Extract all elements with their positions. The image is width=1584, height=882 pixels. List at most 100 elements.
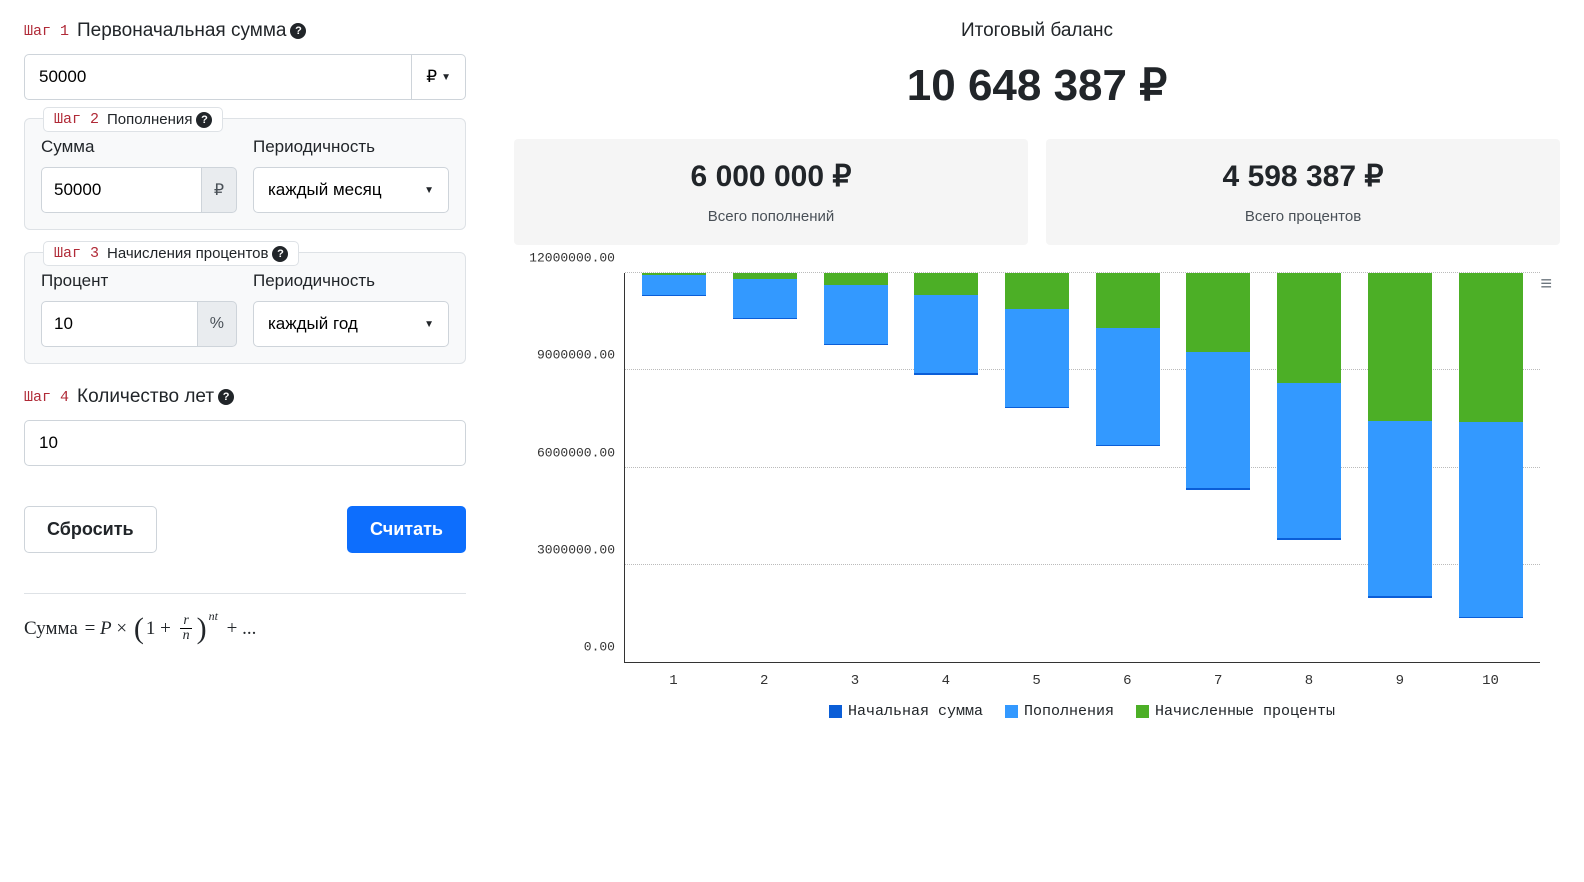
- initial-amount-input[interactable]: [24, 54, 412, 100]
- step4-label: Шаг 4: [24, 389, 69, 406]
- interest-card: 4 598 387 ₽ Всего процентов: [1046, 139, 1560, 245]
- rate-period-value: каждый год: [268, 314, 358, 334]
- deposits-value: 6 000 000 ₽: [524, 159, 1018, 194]
- bar-column[interactable]: [1096, 273, 1160, 662]
- deposit-amount-unit: ₽: [202, 167, 237, 213]
- bar-segment: [1277, 273, 1341, 383]
- divider: [24, 593, 466, 594]
- chart: ≡ 0.003000000.006000000.009000000.001200…: [514, 273, 1560, 720]
- formula-suffix: + ...: [227, 618, 257, 640]
- bar-segment: [1186, 273, 1250, 352]
- bar-segment: [1368, 596, 1432, 598]
- legend-label: Пополнения: [1024, 703, 1114, 720]
- step2-label: Шаг 2: [54, 111, 99, 128]
- deposit-period-select[interactable]: каждый месяц ▼: [253, 167, 449, 213]
- legend-swatch: [1136, 705, 1149, 718]
- bar-segment: [1005, 309, 1069, 406]
- bar-column[interactable]: [1368, 273, 1432, 662]
- formula: Сумма = P × ( 1 + rn ) nt + ...: [24, 614, 466, 643]
- bar-segment: [1459, 422, 1523, 617]
- deposit-amount-input[interactable]: [41, 167, 202, 213]
- bar-segment: [642, 275, 706, 294]
- balance-title: Итоговый баланс: [514, 20, 1560, 42]
- legend-swatch: [829, 705, 842, 718]
- rate-input[interactable]: [41, 301, 198, 347]
- bar-segment: [1459, 617, 1523, 619]
- bar-segment: [1186, 352, 1250, 488]
- rate-period-select[interactable]: каждый год ▼: [253, 301, 449, 347]
- bar-segment: [914, 373, 978, 375]
- chart-menu-icon[interactable]: ≡: [1540, 273, 1552, 296]
- bar-segment: [1186, 488, 1250, 490]
- x-axis-label: 4: [914, 673, 978, 689]
- bar-segment: [824, 285, 888, 343]
- y-axis-label: 6000000.00: [537, 445, 615, 460]
- bar-segment: [1096, 328, 1160, 445]
- step1-title: Первоначальная сумма: [77, 20, 286, 42]
- bar-segment: [824, 344, 888, 346]
- bar-column[interactable]: [1277, 273, 1341, 662]
- initial-amount-row: ₽ ▼: [24, 54, 466, 100]
- form-panel: Шаг 1 Первоначальная сумма ? ₽ ▼ Шаг 2 П…: [0, 0, 490, 882]
- x-axis-label: 7: [1186, 673, 1250, 689]
- submit-button[interactable]: Считать: [347, 506, 466, 553]
- legend-item[interactable]: Начальная сумма: [829, 703, 983, 720]
- help-icon[interactable]: ?: [196, 112, 212, 128]
- currency-select[interactable]: ₽ ▼: [412, 54, 466, 100]
- bar-segment: [733, 279, 797, 318]
- help-icon[interactable]: ?: [218, 389, 234, 405]
- balance-value: 10 648 387 ₽: [514, 60, 1560, 111]
- legend-swatch: [1005, 705, 1018, 718]
- years-input[interactable]: [24, 420, 466, 466]
- x-axis-label: 9: [1368, 673, 1432, 689]
- bar-segment: [1368, 273, 1432, 421]
- step4-header: Шаг 4 Количество лет ?: [24, 386, 466, 408]
- caret-down-icon: ▼: [424, 185, 434, 196]
- y-axis-label: 0.00: [584, 640, 615, 655]
- help-icon[interactable]: ?: [290, 23, 306, 39]
- y-axis-label: 3000000.00: [537, 542, 615, 557]
- step3-legend: Шаг 3 Начисления процентов ?: [43, 241, 299, 266]
- bar-column[interactable]: [642, 273, 706, 662]
- step2-legend: Шаг 2 Пополнения ?: [43, 107, 223, 132]
- bar-column[interactable]: [733, 273, 797, 662]
- step4-title: Количество лет: [77, 386, 214, 408]
- deposit-period-label: Периодичность: [253, 137, 449, 157]
- x-axis-label: 3: [823, 673, 887, 689]
- bar-segment: [1277, 383, 1341, 539]
- y-axis-label: 12000000.00: [529, 251, 615, 266]
- results-panel: Итоговый баланс 10 648 387 ₽ 6 000 000 ₽…: [490, 0, 1584, 882]
- deposits-card: 6 000 000 ₽ Всего пополнений: [514, 139, 1028, 245]
- formula-prefix: Сумма: [24, 618, 78, 640]
- step1-label: Шаг 1: [24, 23, 69, 40]
- bar-segment: [1005, 273, 1069, 309]
- x-axis-label: 6: [1095, 673, 1159, 689]
- help-icon[interactable]: ?: [272, 246, 288, 262]
- bar-segment: [1096, 445, 1160, 447]
- bar-segment: [733, 318, 797, 320]
- bar-segment: [1277, 538, 1341, 540]
- bar-segment: [1459, 273, 1523, 422]
- reset-button[interactable]: Сбросить: [24, 506, 157, 553]
- caret-down-icon: ▼: [424, 319, 434, 330]
- legend-item[interactable]: Начисленные проценты: [1136, 703, 1335, 720]
- bar-column[interactable]: [1186, 273, 1250, 662]
- legend-item[interactable]: Пополнения: [1005, 703, 1114, 720]
- bar-column[interactable]: [1005, 273, 1069, 662]
- step2-title: Пополнения: [107, 111, 192, 128]
- step3-title: Начисления процентов: [107, 245, 268, 262]
- legend-label: Начальная сумма: [848, 703, 983, 720]
- legend-label: Начисленные проценты: [1155, 703, 1335, 720]
- step3-fieldset: Шаг 3 Начисления процентов ? Процент % П…: [24, 252, 466, 364]
- x-axis-label: 2: [732, 673, 796, 689]
- y-axis-label: 9000000.00: [537, 348, 615, 363]
- step2-fieldset: Шаг 2 Пополнения ? Сумма ₽ Периодичность…: [24, 118, 466, 230]
- bar-column[interactable]: [1459, 273, 1523, 662]
- interest-label: Всего процентов: [1056, 208, 1550, 225]
- x-axis-label: 8: [1277, 673, 1341, 689]
- bar-segment: [1096, 273, 1160, 328]
- bar-column[interactable]: [824, 273, 888, 662]
- x-axis-label: 1: [641, 673, 705, 689]
- bar-column[interactable]: [914, 273, 978, 662]
- caret-down-icon: ▼: [441, 72, 451, 83]
